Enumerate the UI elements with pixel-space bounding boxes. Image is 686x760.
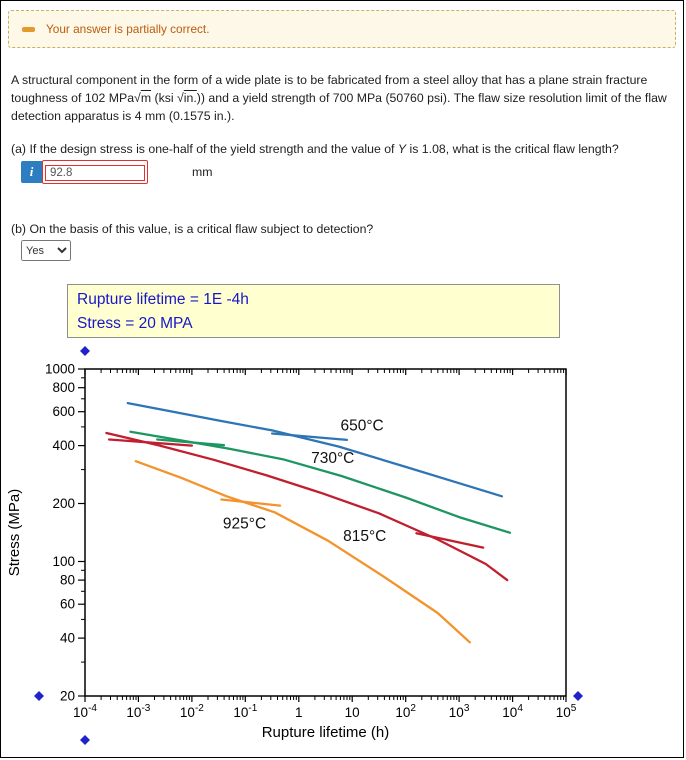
y-tick-label: 400 (52, 438, 75, 453)
temp-label-730c: 730°C (311, 450, 354, 467)
axis-handle-diamond-1[interactable] (34, 691, 44, 701)
x-axis-title: Rupture lifetime (h) (262, 724, 390, 741)
x-tick-label: 10-1 (233, 703, 257, 720)
unit-label: mm (192, 165, 213, 179)
curve-650c[interactable] (126, 401, 504, 498)
x-tick-label: 10-2 (180, 703, 204, 720)
axis-handle-diamond-0[interactable] (80, 346, 90, 356)
x-tick-label: 105 (556, 703, 577, 720)
y-tick-label: 1000 (45, 362, 75, 377)
question-a-text: (a) If the design stress is one-half of … (11, 142, 398, 156)
axis-handle-diamond-2[interactable] (573, 691, 583, 701)
y-axis-title: Stress (MPa) (6, 489, 23, 577)
x-tick-label: 10 (345, 705, 360, 720)
sqrt-in-term: in. (183, 91, 197, 106)
critical-flaw-length-input[interactable] (45, 165, 145, 181)
y-tick-label: 200 (52, 496, 75, 511)
answer-feedback-banner: Your answer is partially correct. (8, 10, 676, 48)
x-tick-label: 10-3 (126, 703, 150, 720)
answer-a-field-wrapper (42, 160, 148, 184)
y-tick-label: 600 (52, 404, 75, 419)
temp-label-815c: 815°C (343, 528, 386, 545)
overlay-segment-0[interactable] (270, 432, 349, 442)
tooltip-stress: Stress = 20 MPA (77, 315, 193, 333)
overlay-segment-1[interactable] (156, 438, 226, 447)
sqrt-m-term: m (140, 91, 152, 106)
x-tick-label: 10-4 (73, 703, 97, 720)
partially-correct-minus-icon (22, 26, 35, 32)
question-a-text-end: is 1.08, what is the critical flaw lengt… (406, 142, 619, 156)
temp-label-925c: 925°C (223, 516, 266, 533)
problem-text-1: A structural component in the form of a … (11, 73, 648, 106)
problem-text-2: (ksi √ (151, 91, 184, 106)
detection-select[interactable]: Yes (21, 240, 71, 261)
question-b: (b) On the basis of this value, is a cri… (11, 222, 374, 236)
overlay-segment-3[interactable] (415, 532, 485, 549)
problem-text-3: )) and a yield strength of 700 MPa (5076… (11, 91, 667, 124)
chart-tooltip: Rupture lifetime = 1E -4h Stress = 20 MP… (67, 284, 560, 338)
rupture-chart: 10-4 10-3 10-2 10-1 1 10 102 103 104 105 1000 800 60… (1, 341, 641, 753)
answer-a-row: i mm (21, 160, 213, 184)
x-tick-label: 102 (395, 703, 416, 720)
y-tick-label: 40 (60, 631, 75, 646)
feedback-message: Your answer is partially correct. (46, 22, 210, 36)
question-a-variable: Y (397, 142, 407, 156)
plot-area[interactable] (84, 368, 567, 697)
overlay-segment-4[interactable] (220, 498, 282, 507)
y-tick-label: 60 (60, 597, 75, 612)
temp-label-650c: 650°C (341, 417, 384, 434)
question-a: (a) If the design stress is one-half of … (11, 142, 677, 156)
x-tick-label: 104 (502, 703, 523, 720)
info-icon[interactable]: i (21, 161, 42, 183)
problem-statement: A structural component in the form of a … (11, 71, 677, 126)
y-tick-label: 20 (60, 689, 75, 704)
y-tick-label: 100 (52, 554, 75, 569)
y-tick-label: 80 (60, 573, 75, 588)
x-tick-label: 103 (449, 703, 470, 720)
x-tick-label: 1 (295, 705, 303, 720)
curve-815c[interactable] (105, 431, 509, 582)
overlay-segment-2[interactable] (107, 438, 194, 447)
curve-925c[interactable] (134, 460, 471, 644)
y-tick-label: 800 (52, 380, 75, 395)
tooltip-rupture-lifetime: Rupture lifetime = 1E -4h (77, 291, 249, 308)
axis-handle-diamond-3[interactable] (80, 735, 90, 745)
rupture-chart-svg: 10-4 10-3 10-2 10-1 1 10 102 103 104 105 1000 800 60… (6, 346, 583, 745)
